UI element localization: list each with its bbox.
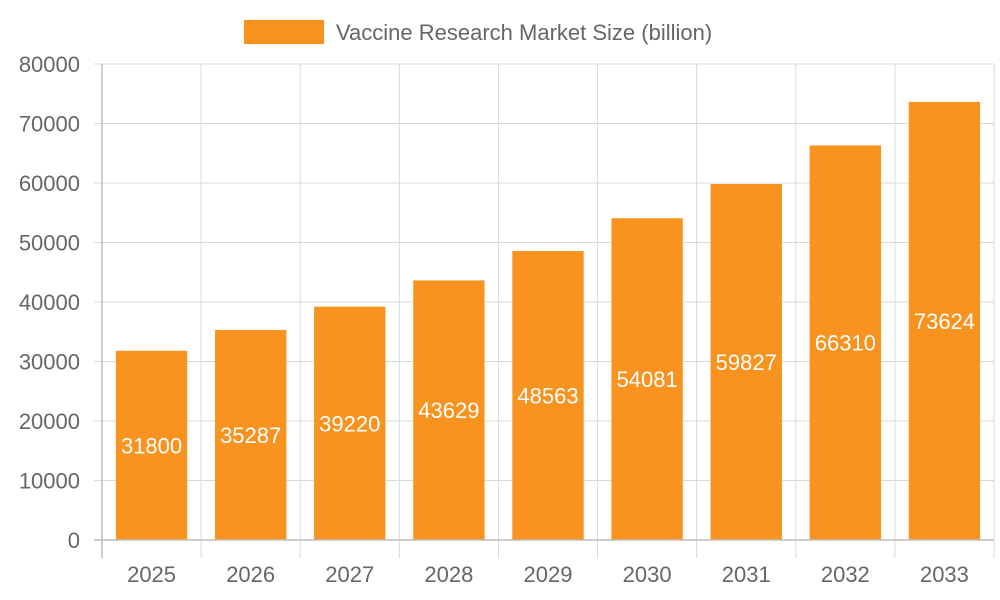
bar[interactable] bbox=[413, 280, 485, 540]
bar[interactable] bbox=[809, 145, 882, 540]
bar[interactable] bbox=[214, 330, 287, 540]
data-label: 66310 bbox=[815, 331, 876, 356]
y-tick-label: 20000 bbox=[19, 409, 80, 434]
data-label: 73624 bbox=[914, 309, 975, 334]
data-label: 48563 bbox=[517, 384, 578, 409]
data-label: 54081 bbox=[617, 367, 678, 392]
x-tick-label: 2026 bbox=[226, 562, 275, 587]
bar[interactable] bbox=[908, 101, 981, 541]
x-tick-label: 2025 bbox=[127, 562, 176, 587]
x-tick-label: 2028 bbox=[424, 562, 473, 587]
legend[interactable]: Vaccine Research Market Size (billion) bbox=[244, 20, 712, 45]
bars bbox=[115, 101, 981, 541]
y-tick-label: 30000 bbox=[19, 350, 80, 375]
y-tick-label: 0 bbox=[68, 528, 80, 553]
y-tick-label: 70000 bbox=[19, 112, 80, 137]
axes bbox=[94, 64, 994, 558]
y-tick-label: 40000 bbox=[19, 290, 80, 315]
data-label: 31800 bbox=[121, 433, 182, 458]
x-axis-tick-labels: 2025 2026 2027 2028 2029 2030 2031 2032 2033 bbox=[127, 562, 969, 587]
legend-label: Vaccine Research Market Size (billion) bbox=[336, 20, 712, 45]
y-tick-label: 60000 bbox=[19, 171, 80, 196]
data-label: 59827 bbox=[716, 350, 777, 375]
x-tick-label: 2027 bbox=[325, 562, 374, 587]
x-tick-label: 2031 bbox=[722, 562, 771, 587]
y-tick-label: 80000 bbox=[19, 52, 80, 77]
data-label: 35287 bbox=[220, 423, 281, 448]
y-axis-tick-labels: 0 10000 20000 30000 40000 50000 60000 70000 8000… bbox=[19, 52, 80, 553]
legend-swatch bbox=[244, 20, 324, 44]
bar[interactable] bbox=[512, 251, 584, 540]
x-tick-label: 2033 bbox=[920, 562, 969, 587]
y-tick-label: 10000 bbox=[19, 469, 80, 494]
y-tick-label: 50000 bbox=[19, 231, 80, 256]
bar[interactable] bbox=[115, 350, 188, 540]
data-label: 39220 bbox=[319, 411, 380, 436]
data-label: 43629 bbox=[418, 398, 479, 423]
bar[interactable] bbox=[314, 306, 386, 540]
x-tick-label: 2032 bbox=[821, 562, 870, 587]
x-tick-label: 2029 bbox=[524, 562, 573, 587]
bar[interactable] bbox=[710, 184, 782, 540]
x-tick-label: 2030 bbox=[623, 562, 672, 587]
data-labels: 31800 35287 39220 43629 48563 54081 59827 66310… bbox=[121, 309, 975, 458]
bar[interactable] bbox=[611, 218, 683, 540]
